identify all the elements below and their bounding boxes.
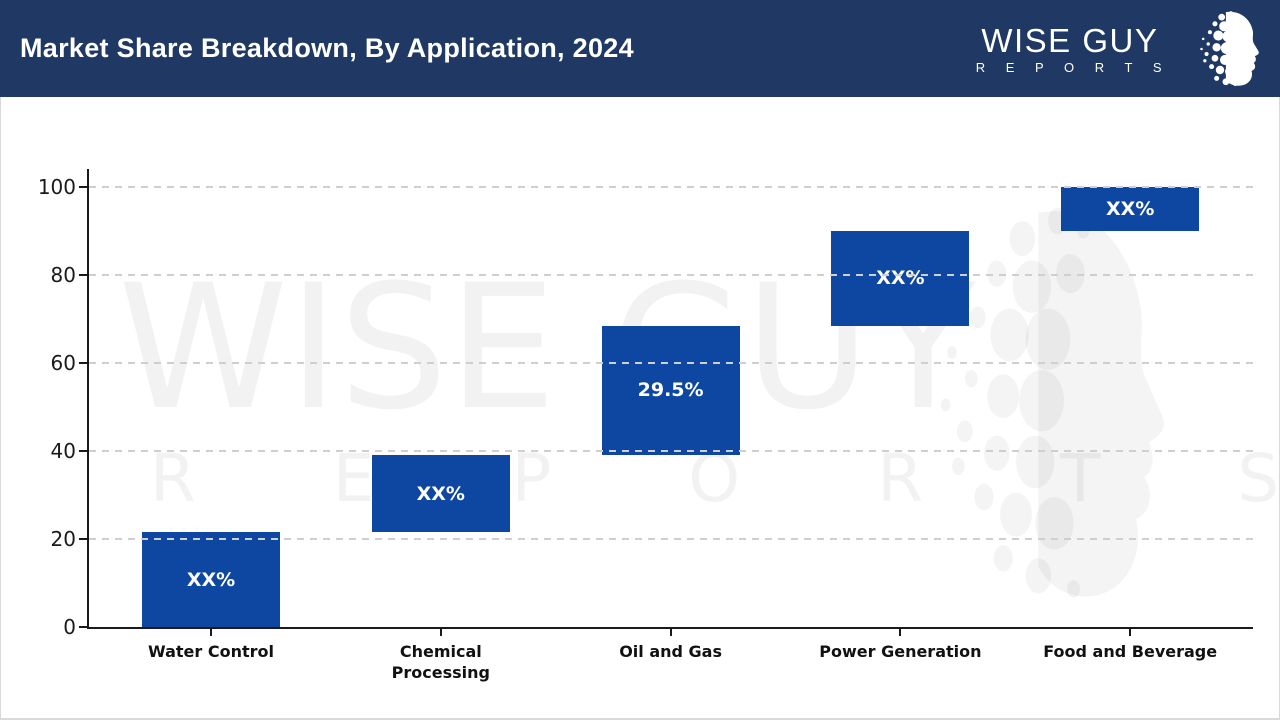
- y-tick-label: 20: [50, 527, 76, 551]
- x-tick-label: Food and Beverage: [1043, 642, 1218, 661]
- bar-value-label: 29.5%: [637, 379, 704, 402]
- bar-value-label: XX%: [876, 267, 925, 290]
- x-tick-label: Oil and Gas: [619, 642, 722, 661]
- x-tick-label: Power Generation: [819, 642, 982, 661]
- bar-power-generation: XX%: [831, 231, 970, 326]
- x-tick-label: Chemical Processing: [391, 642, 490, 682]
- frame-edge-left: [0, 97, 1, 720]
- y-tick-mark: [79, 186, 87, 188]
- bar-chemical-processing: XX%: [371, 455, 510, 533]
- gridline: [89, 538, 1253, 540]
- gridline: [89, 274, 1253, 276]
- y-tick-label: 80: [50, 263, 76, 287]
- header: Market Share Breakdown, By Application, …: [0, 0, 1280, 97]
- bar-food-and-beverage: XX%: [1061, 187, 1200, 231]
- bar-value-label: XX%: [416, 482, 465, 505]
- watermark-wordmark: WISE GUY: [118, 247, 976, 448]
- y-tick-mark: [79, 274, 87, 276]
- y-tick-mark: [79, 626, 87, 628]
- x-tick-mark: [210, 629, 212, 636]
- logo-wordmark-line2: R E P O R T S: [975, 59, 1170, 75]
- x-tick-label: Water Control: [148, 642, 274, 661]
- y-tick-label: 100: [37, 175, 76, 199]
- brand-logo: WISE GUY R E P O R T S: [970, 7, 1266, 91]
- y-tick-mark: [79, 538, 87, 540]
- y-tick-mark: [79, 362, 87, 364]
- x-tick-mark: [1129, 629, 1132, 636]
- y-tick-mark: [79, 450, 87, 452]
- bar-value-label: XX%: [1106, 198, 1155, 220]
- x-tick-mark: [899, 629, 902, 636]
- logo-wordmark: WISE GUY R E P O R T S: [970, 24, 1170, 74]
- page-title: Market Share Breakdown, By Application, …: [20, 33, 634, 63]
- gridline: [89, 362, 1253, 364]
- x-tick-mark: [439, 629, 442, 636]
- logo-wordmark-line1: WISE GUY: [981, 21, 1159, 59]
- x-axis-line: [87, 627, 1253, 629]
- x-tick-mark: [669, 629, 672, 636]
- bar-oil-and-gas: 29.5%: [601, 325, 740, 456]
- bar-value-label: XX%: [186, 568, 236, 591]
- y-tick-label: 0: [63, 615, 76, 639]
- y-tick-label: 40: [50, 439, 76, 463]
- gridline: [89, 186, 1253, 188]
- gridline: [89, 450, 1253, 452]
- bar-water-control: XX%: [142, 532, 280, 627]
- y-axis-line: [87, 169, 89, 629]
- y-tick-label: 60: [50, 351, 76, 375]
- frame-edge-bottom: [0, 718, 1280, 720]
- wiseguy-face-icon: [1200, 10, 1259, 86]
